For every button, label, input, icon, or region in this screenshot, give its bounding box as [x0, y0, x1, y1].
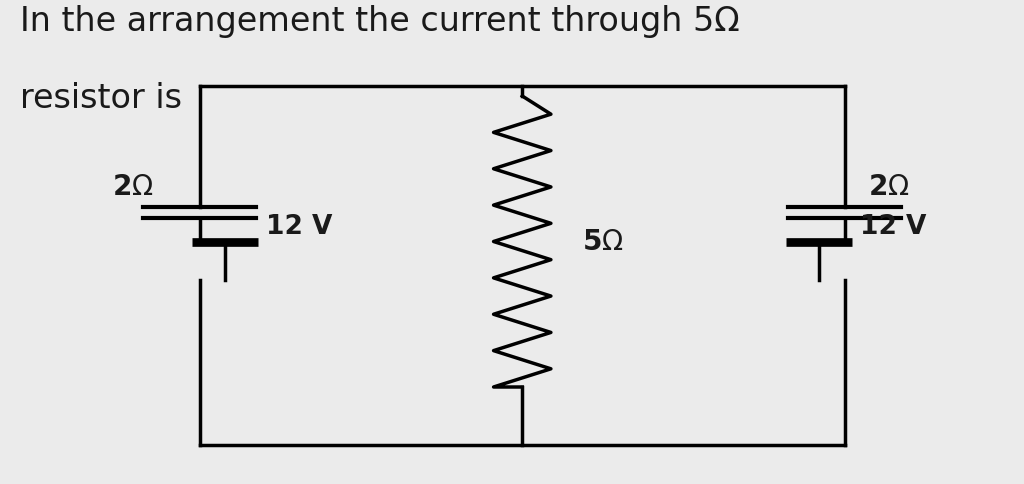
Text: resistor is: resistor is [20, 82, 182, 115]
Text: 5$\Omega$: 5$\Omega$ [582, 228, 623, 256]
Text: 2$\Omega$: 2$\Omega$ [113, 172, 154, 200]
Text: 12 V: 12 V [266, 213, 332, 240]
Text: 12 V: 12 V [860, 213, 926, 240]
Text: In the arrangement the current through 5Ω: In the arrangement the current through 5… [20, 5, 740, 38]
Text: 2$\Omega$: 2$\Omega$ [867, 172, 909, 200]
